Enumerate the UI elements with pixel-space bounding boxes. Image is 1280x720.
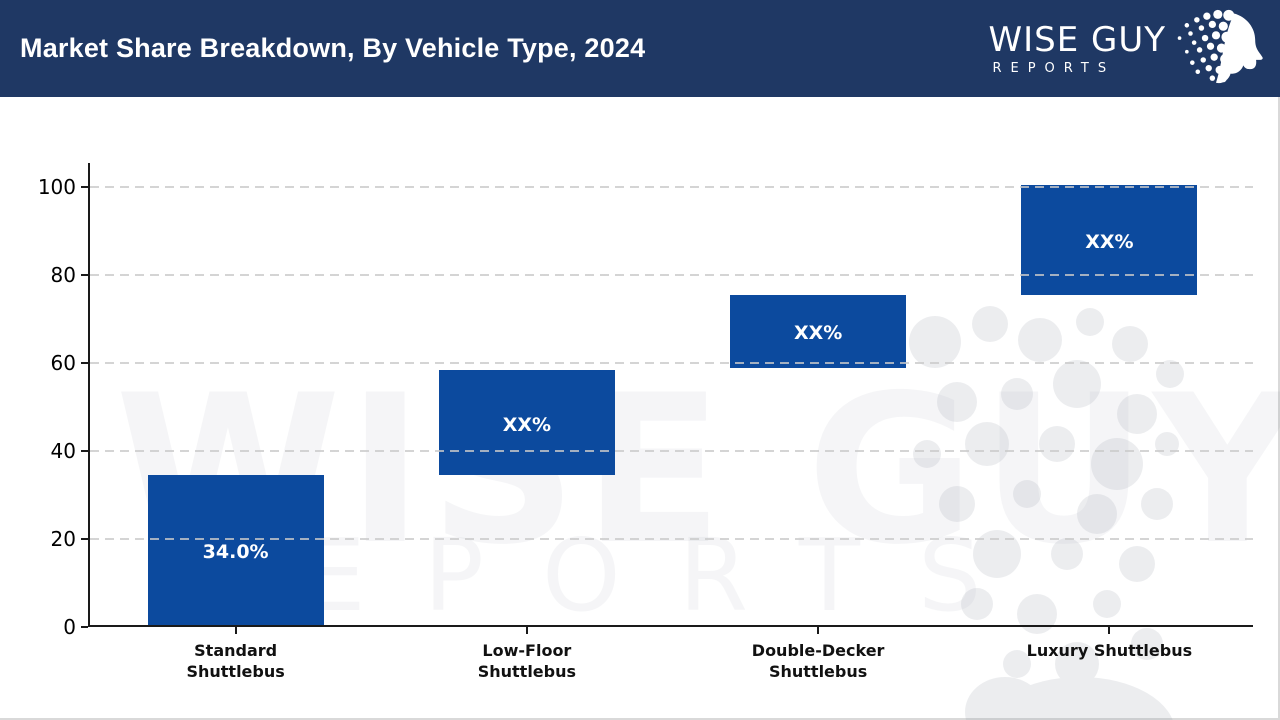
header-bar: Market Share Breakdown, By Vehicle Type,… <box>0 0 1280 97</box>
y-tick-label-20: 20 <box>50 527 76 551</box>
gridline-80 <box>90 274 1253 276</box>
x-tick-3 <box>1108 627 1111 634</box>
gridline-20 <box>90 538 1253 540</box>
y-tick-100 <box>81 186 88 188</box>
y-tick-40 <box>81 450 88 452</box>
gridline-40 <box>90 450 1253 452</box>
x-tick-2 <box>817 627 820 634</box>
x-tick-0 <box>234 627 237 634</box>
y-tick-label-40: 40 <box>50 439 76 463</box>
bar-value-label: XX% <box>1085 231 1134 253</box>
chart-title: Market Share Breakdown, By Vehicle Type,… <box>20 33 646 63</box>
y-tick-label-0: 0 <box>63 615 76 639</box>
x-category-label: Standard Shuttlebus <box>186 641 285 682</box>
bar-double-decker-shuttlebus <box>730 295 907 368</box>
bar-luxury-shuttlebus <box>1021 185 1198 295</box>
y-tick-label-100: 100 <box>37 175 76 199</box>
y-tick-20 <box>81 538 88 540</box>
y-tick-label-60: 60 <box>50 351 76 375</box>
logo-wordmark-line1: WISE GUY <box>988 20 1166 61</box>
gridline-60 <box>90 362 1253 364</box>
x-category-label: Double-Decker Shuttlebus <box>751 641 885 682</box>
y-tick-80 <box>81 274 88 276</box>
chart-canvas: WISE GUY REPORTS 02040608010034.0%Standa… <box>0 97 1280 720</box>
y-tick-0 <box>81 626 88 628</box>
plot-area: 0 20 40 60 80 100 34.0% Standard Shuttlebus XX% L… <box>38 163 1253 681</box>
wise-guy-logo: WISE GUY REPORTS <box>988 8 1264 90</box>
logo-wordmark-line2: REPORTS <box>992 60 1116 76</box>
logo-wordmark: WISE GUY REPORTS <box>988 20 1166 76</box>
bar-standard-shuttlebus <box>147 475 324 625</box>
bar-value-label: XX% <box>793 322 843 345</box>
logo-head-icon <box>1177 9 1263 84</box>
bar-low-floor-shuttlebus <box>438 369 615 476</box>
y-tick-60 <box>81 362 88 364</box>
x-category-label: Luxury Shuttlebus <box>1026 641 1193 660</box>
gridline-100 <box>90 186 1253 188</box>
y-tick-label-80: 80 <box>50 263 76 287</box>
bar-value-label: 34.0% <box>202 541 269 564</box>
x-category-label: Low-Floor Shuttlebus <box>477 641 577 682</box>
x-tick-1 <box>525 627 528 634</box>
bar-value-label: XX% <box>502 413 552 436</box>
